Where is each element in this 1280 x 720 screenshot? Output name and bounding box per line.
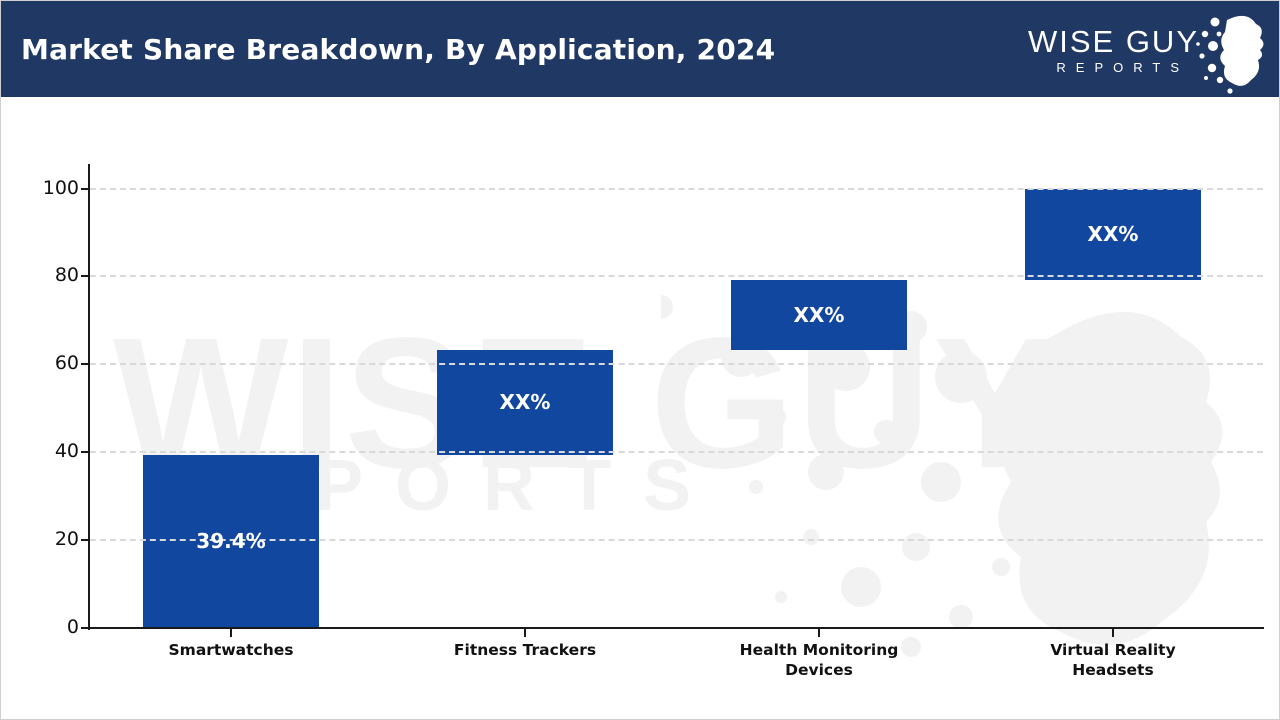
bar-3: [1025, 188, 1201, 280]
x-axis-line: [88, 627, 1264, 629]
category-label-0: Smartwatches: [101, 640, 361, 660]
category-label-line: Devices: [785, 661, 853, 679]
category-label-line: Smartwatches: [168, 641, 294, 659]
gridline-100: [90, 187, 1263, 190]
y-tick-label-100: 100: [42, 176, 79, 199]
gridline-60: [90, 363, 1263, 366]
watermark-head-pattern: [661, 295, 1223, 657]
bar-value-label-3: XX%: [1087, 222, 1139, 247]
category-label-1: Fitness Trackers: [395, 640, 655, 660]
bar-value-label-1: XX%: [499, 390, 551, 415]
chart-area: WISE GUY REPORTS 0 20 40 60 80 100 39.4% Smartw…: [1, 97, 1279, 719]
y-axis-line: [88, 164, 90, 630]
x-tick-1: [524, 629, 526, 637]
header-bar: Market Share Breakdown, By Application, …: [1, 1, 1279, 97]
y-tick-40: [81, 451, 89, 454]
gridline-40: [90, 451, 1263, 454]
y-tick-60: [81, 363, 89, 366]
x-tick-0: [230, 629, 232, 637]
bar-value-label-0: 39.4%: [196, 529, 266, 554]
y-tick-80: [81, 275, 89, 278]
category-label-line: Health Monitoring: [739, 641, 899, 659]
category-label-line: Virtual Reality: [1050, 641, 1176, 659]
y-tick-label-0: 0: [66, 616, 79, 638]
category-label-3: Virtual Reality Headsets: [983, 640, 1243, 680]
gridline-80: [90, 275, 1263, 278]
category-label-2: Health Monitoring Devices: [689, 640, 949, 680]
x-tick-3: [1112, 629, 1114, 637]
x-tick-2: [818, 629, 820, 637]
bar-value-label-2: XX%: [793, 302, 845, 327]
gridline-20: [90, 539, 1263, 542]
y-tick-label-20: 20: [54, 528, 79, 551]
y-tick-label-40: 40: [54, 440, 79, 463]
bar-2: [731, 279, 907, 350]
bar-1: [437, 349, 613, 455]
wiseguy-logo: WISE GUY REPORTS: [1005, 6, 1265, 94]
page-title: Market Share Breakdown, By Application, …: [21, 32, 776, 66]
y-tick-20: [81, 539, 89, 542]
y-tick-0: [81, 627, 89, 629]
y-tick-label-60: 60: [54, 352, 79, 375]
logo-wordmark: WISE GUY: [1027, 24, 1199, 59]
category-label-line: Fitness Trackers: [453, 641, 597, 659]
y-tick-100: [81, 187, 89, 190]
category-label-line: Headsets: [1072, 661, 1154, 679]
logo-head-icon: [1196, 15, 1264, 94]
bar-0: [143, 454, 319, 628]
y-tick-label-80: 80: [54, 264, 79, 287]
logo-subtext: REPORTS: [1056, 60, 1189, 75]
